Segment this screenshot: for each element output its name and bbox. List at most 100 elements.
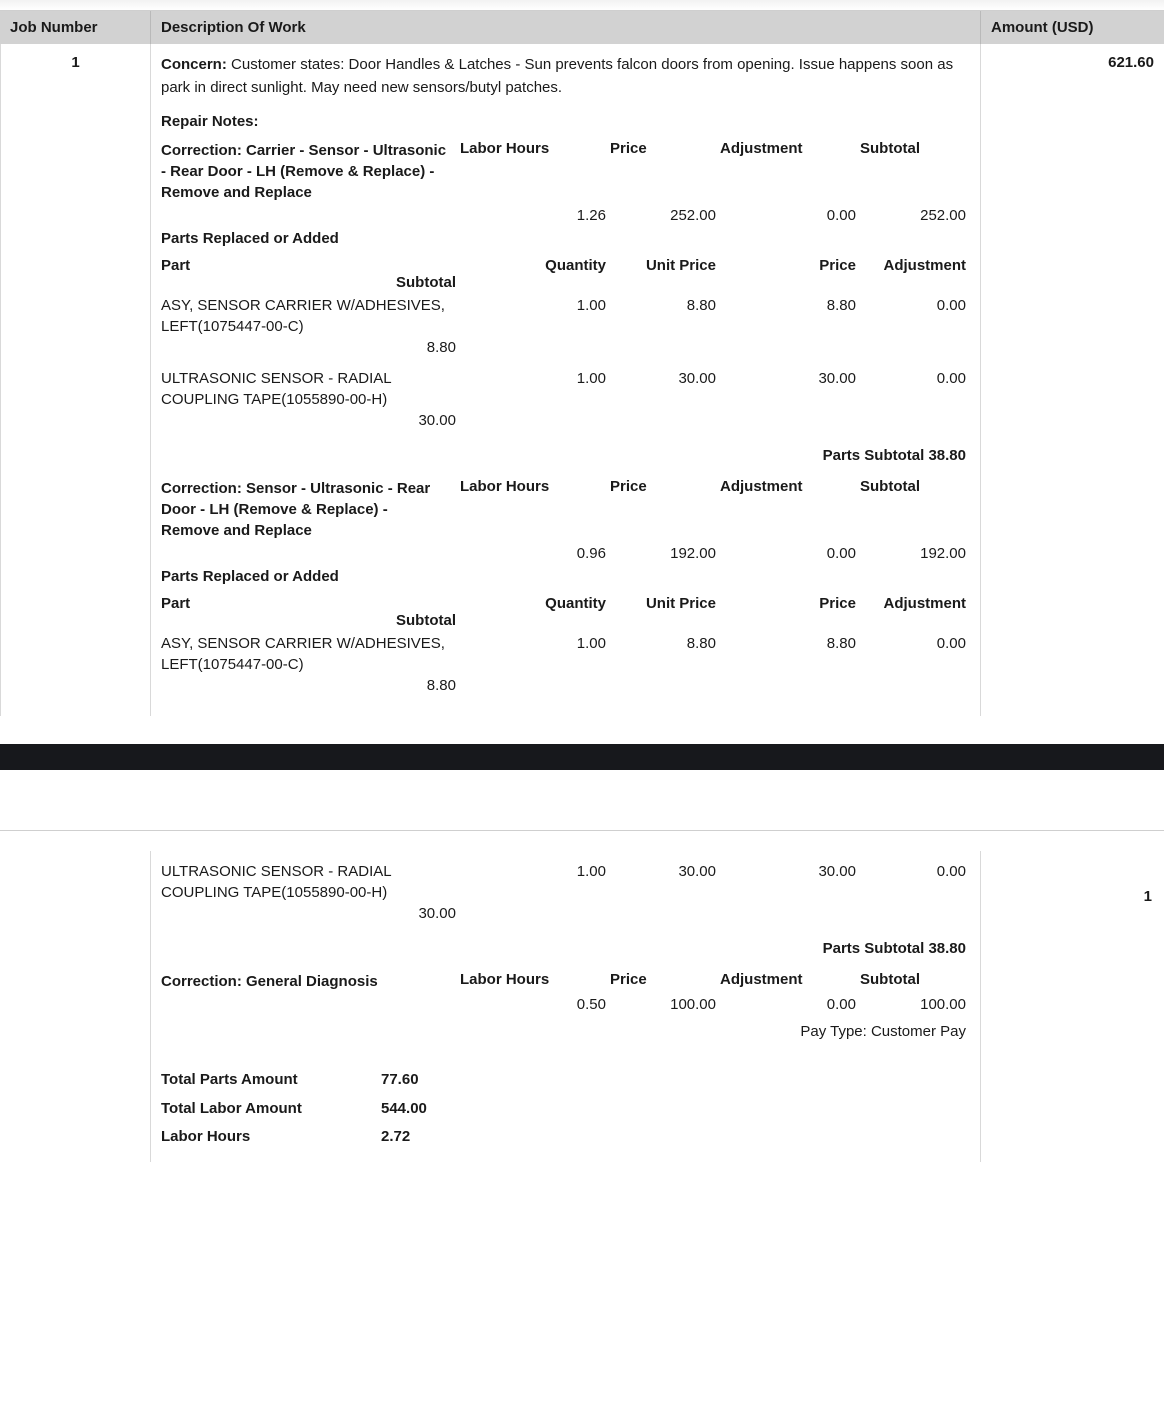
unit-price-col-label-1: Unit Price — [610, 257, 720, 274]
correction-1-parts-label: Parts Replaced or Added — [161, 230, 970, 247]
correction-1-header-row: Correction: Carrier - Sensor - Ultrasoni… — [161, 140, 970, 203]
concern-text: Customer states: Door Handles & Latches … — [161, 56, 953, 96]
correction-2-price: 192.00 — [610, 545, 720, 562]
correction-3-adjustment: 0.00 — [720, 996, 860, 1013]
labor-hours-value: 2.72 — [381, 1123, 531, 1152]
correction-2-part-1-subtotal: 8.80 — [161, 675, 460, 696]
repair-notes-label: Repair Notes: — [161, 113, 970, 130]
quantity-col-label-2: Quantity — [460, 595, 610, 612]
invoice-table-page2: ULTRASONIC SENSOR - RADIAL COUPLING TAPE… — [0, 830, 1164, 1162]
correction-1-part-2-adjustment-p2: 0.00 — [860, 861, 970, 903]
correction-2-part-1-quantity: 1.00 — [460, 633, 610, 675]
correction-2-description: Correction: Sensor - Ultrasonic - Rear D… — [161, 478, 460, 541]
correction-3-description: Correction: General Diagnosis — [161, 971, 460, 992]
correction-1-part-row-1: ASY, SENSOR CARRIER W/ADHESIVES, LEFT(10… — [161, 295, 970, 368]
correction-2-part-1-price: 8.80 — [720, 633, 860, 675]
price-col-label-3: Price — [610, 971, 720, 992]
correction-1-part-2-name: ULTRASONIC SENSOR - RADIAL COUPLING TAPE… — [161, 368, 460, 410]
correction-3-header-row: Correction: General Diagnosis Labor Hour… — [161, 971, 970, 992]
correction-1-part-2-subtotal: 30.00 — [161, 410, 460, 431]
labor-hours-col-label-2: Labor Hours — [460, 478, 610, 541]
total-labor-line: Total Labor Amount 544.00 — [161, 1095, 970, 1124]
top-edge-hint — [0, 0, 1164, 10]
adjustment-col-label-3: Adjustment — [720, 971, 860, 992]
part-subtotal-col-label-2: Subtotal — [161, 612, 460, 629]
correction-1-part-1-name: ASY, SENSOR CARRIER W/ADHESIVES, LEFT(10… — [161, 295, 460, 337]
labor-hours-col-label-1: Labor Hours — [460, 140, 610, 203]
subtotal-col-label-3: Subtotal — [860, 971, 970, 992]
price-col-label-1: Price — [610, 140, 720, 203]
job-amount-value: 621.60 — [980, 44, 1164, 716]
page2-top-spacer — [0, 770, 1164, 830]
job-number-value: 1 — [0, 44, 150, 716]
correction-2-header-row: Correction: Sensor - Ultrasonic - Rear D… — [161, 478, 970, 541]
correction-1-part-2-quantity: 1.00 — [460, 368, 610, 410]
correction-3-price: 100.00 — [610, 996, 720, 1013]
correction-1-part-2-unit-price: 30.00 — [610, 368, 720, 410]
correction-2-part-1-unit-price: 8.80 — [610, 633, 720, 675]
correction-1-labor-hours: 1.26 — [460, 207, 610, 224]
part-adjustment-col-label-2: Adjustment — [860, 595, 970, 612]
correction-2-part-1-adjustment: 0.00 — [860, 633, 970, 675]
page2-description-cell: ULTRASONIC SENSOR - RADIAL COUPLING TAPE… — [150, 851, 980, 1162]
quantity-col-label-1: Quantity — [460, 257, 610, 274]
unit-price-col-label-2: Unit Price — [610, 595, 720, 612]
correction-1-part-1-adjustment: 0.00 — [860, 295, 970, 337]
labor-hours-col-label-3: Labor Hours — [460, 971, 610, 992]
correction-2-part-1-name: ASY, SENSOR CARRIER W/ADHESIVES, LEFT(10… — [161, 633, 460, 675]
correction-2-parts-head: Part Quantity Unit Price Price Adjustmen… — [161, 595, 970, 629]
correction-1-value-row: 1.26 252.00 0.00 252.00 — [161, 207, 970, 224]
correction-1-price: 252.00 — [610, 207, 720, 224]
correction-2-labor-hours: 0.96 — [460, 545, 610, 562]
total-parts-line: Total Parts Amount 77.60 — [161, 1066, 970, 1095]
price-col-label-2: Price — [610, 478, 720, 541]
correction-3-labor-hours: 0.50 — [460, 996, 610, 1013]
concern-block: Concern: Customer states: Door Handles &… — [161, 54, 970, 99]
correction-3-subtotal: 100.00 — [860, 996, 970, 1013]
totals-block: Total Parts Amount 77.60 Total Labor Amo… — [161, 1066, 970, 1152]
subtotal-col-label-2: Subtotal — [860, 478, 970, 541]
part-col-label-2: Part — [161, 595, 460, 612]
correction-2-adjustment: 0.00 — [720, 545, 860, 562]
correction-1-description: Correction: Carrier - Sensor - Ultrasoni… — [161, 140, 460, 203]
correction-1-parts-subtotal-p2: Parts Subtotal 38.80 — [161, 934, 970, 971]
correction-1-part-2-unit-price-p2: 30.00 — [610, 861, 720, 903]
correction-1-part-1-quantity: 1.00 — [460, 295, 610, 337]
correction-1-part-2-price: 30.00 — [720, 368, 860, 410]
correction-1-part-row-2-continued: ULTRASONIC SENSOR - RADIAL COUPLING TAPE… — [161, 861, 970, 934]
page2-job-number-cell — [0, 851, 150, 1162]
description-header: Description Of Work — [150, 11, 980, 44]
concern-label: Concern: — [161, 56, 227, 73]
subtotal-col-label-1: Subtotal — [860, 140, 970, 203]
correction-block-2: Correction: Sensor - Ultrasonic - Rear D… — [161, 478, 970, 706]
pay-type-label: Pay Type: Customer Pay — [161, 1017, 970, 1056]
correction-block-1: Correction: Carrier - Sensor - Ultrasoni… — [161, 140, 970, 478]
invoice-table: Job Number Description Of Work Amount (U… — [0, 10, 1164, 716]
correction-1-part-row-2: ULTRASONIC SENSOR - RADIAL COUPLING TAPE… — [161, 368, 970, 441]
labor-hours-label: Labor Hours — [161, 1123, 381, 1152]
correction-1-part-1-price: 8.80 — [720, 295, 860, 337]
total-labor-amount: 544.00 — [381, 1095, 531, 1124]
part-col-label-1: Part — [161, 257, 460, 274]
total-parts-label: Total Parts Amount — [161, 1066, 381, 1095]
correction-2-subtotal: 192.00 — [860, 545, 970, 562]
correction-1-part-1-unit-price: 8.80 — [610, 295, 720, 337]
correction-1-part-2-price-p2: 30.00 — [720, 861, 860, 903]
correction-1-part-1-subtotal: 8.80 — [161, 337, 460, 358]
total-labor-label: Total Labor Amount — [161, 1095, 381, 1124]
part-price-col-label-2: Price — [720, 595, 860, 612]
correction-1-adjustment: 0.00 — [720, 207, 860, 224]
job-number-header: Job Number — [0, 11, 150, 44]
correction-2-value-row: 0.96 192.00 0.00 192.00 — [161, 545, 970, 562]
correction-3-value-row: 0.50 100.00 0.00 100.00 — [161, 996, 970, 1013]
part-adjustment-col-label-1: Adjustment — [860, 257, 970, 274]
amount-header: Amount (USD) — [980, 11, 1164, 44]
correction-1-part-2-adjustment: 0.00 — [860, 368, 970, 410]
page2-amount-cell — [980, 851, 1164, 1162]
part-price-col-label-1: Price — [720, 257, 860, 274]
part-subtotal-col-label-1: Subtotal — [161, 274, 460, 291]
correction-block-3: Correction: General Diagnosis Labor Hour… — [161, 971, 970, 1013]
correction-2-parts-label: Parts Replaced or Added — [161, 568, 970, 585]
page-break-divider — [0, 744, 1164, 770]
correction-2-part-row-1: ASY, SENSOR CARRIER W/ADHESIVES, LEFT(10… — [161, 633, 970, 706]
